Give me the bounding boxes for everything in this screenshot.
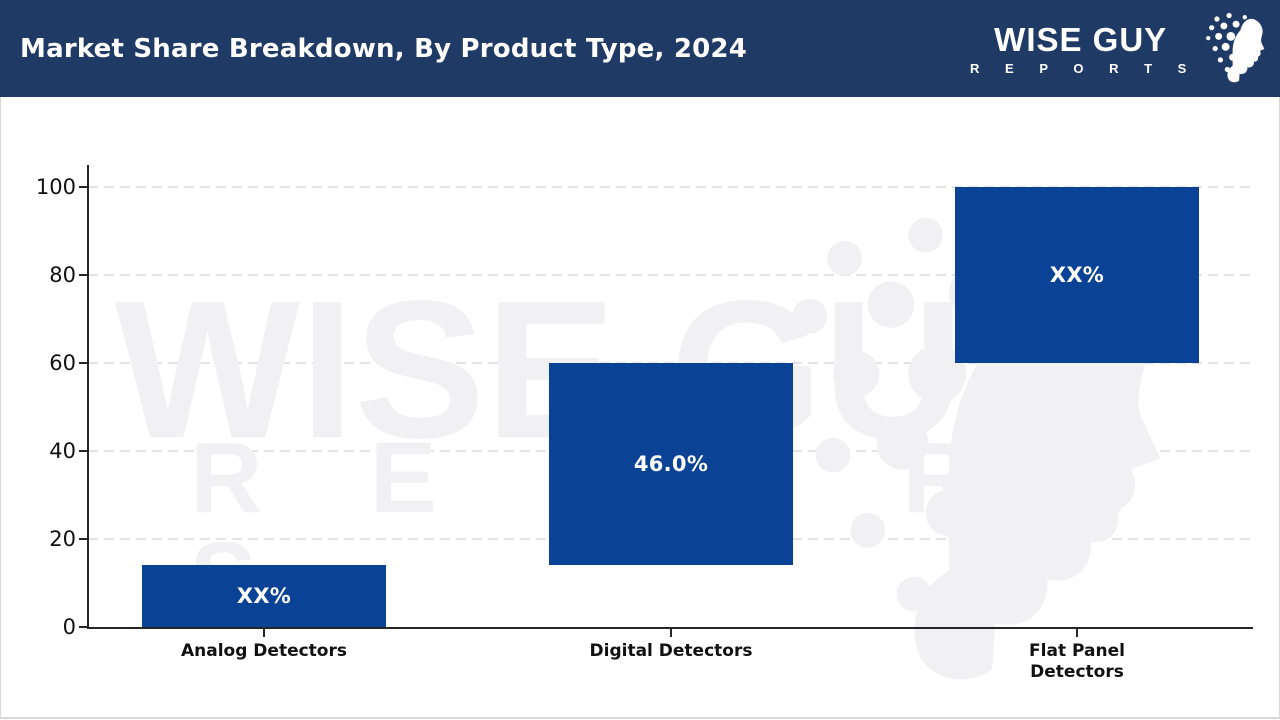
- header-bar: Market Share Breakdown, By Product Type,…: [0, 0, 1280, 97]
- gridline-y-80: [88, 273, 1253, 276]
- brand-logo: WISE GUY R E P O R T S: [964, 12, 1266, 86]
- y-axis-tick-mark: [79, 449, 88, 452]
- x-axis-tick-mark: [670, 629, 672, 637]
- page-title: Market Share Breakdown, By Product Type,…: [20, 33, 747, 64]
- y-axis-tick-mark: [79, 626, 88, 628]
- y-axis-tick-label: 40: [49, 438, 76, 463]
- bar-value-label: 46.0%: [633, 452, 709, 477]
- y-axis-tick-mark: [79, 361, 88, 364]
- y-axis-tick-label: 80: [49, 262, 76, 287]
- x-axis-tick-mark: [263, 629, 265, 637]
- x-axis-tick-mark: [1076, 629, 1078, 637]
- brand-subtitle: R E P O R T S: [970, 60, 1198, 76]
- y-axis-tick-mark: [79, 185, 88, 188]
- y-axis-tick-label: 20: [49, 526, 76, 551]
- brand-name: WISE GUY: [994, 20, 1168, 58]
- brand-logo-text: WISE GUY R E P O R T S: [964, 23, 1197, 75]
- bar-value-label: XX%: [236, 584, 292, 609]
- bar-value-label: XX%: [1049, 262, 1105, 287]
- y-axis-tick-label: 60: [49, 350, 76, 375]
- y-axis-tick-mark: [79, 537, 88, 540]
- bar-3: XX%: [955, 186, 1199, 363]
- gridline-y-100: [88, 185, 1253, 188]
- brand-face-icon: [1206, 12, 1265, 82]
- bar-1: XX%: [142, 565, 386, 627]
- x-axis-category-label: Digital Detectors: [589, 641, 753, 661]
- bar-2: 46.0%: [549, 362, 793, 566]
- y-axis-spine: [87, 165, 89, 629]
- x-axis-category-label: Flat Panel Detectors: [1029, 641, 1125, 682]
- x-axis-category-label: Analog Detectors: [180, 641, 347, 661]
- x-axis-spine: [87, 627, 1253, 629]
- y-axis-tick-label: 100: [35, 174, 76, 199]
- y-axis-tick-mark: [79, 273, 88, 276]
- y-axis-tick-label: 0: [62, 615, 76, 639]
